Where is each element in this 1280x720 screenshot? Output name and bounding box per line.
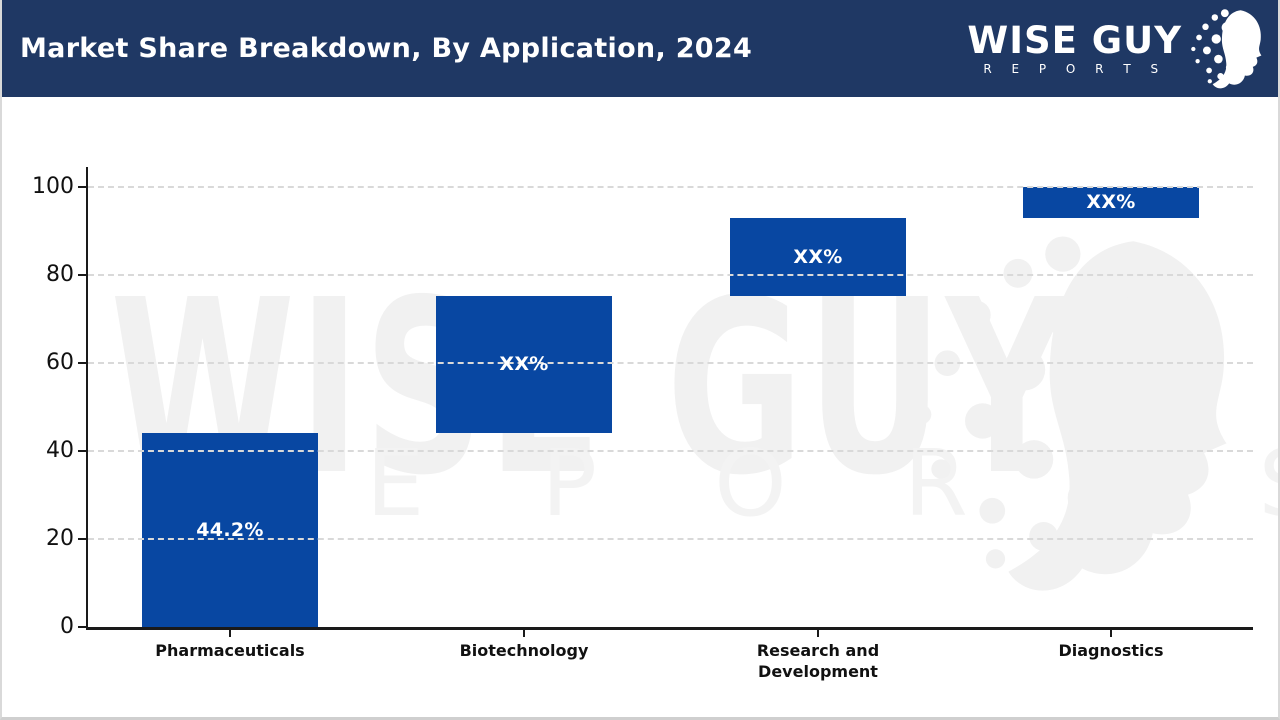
bar-value-label: XX% (1086, 191, 1136, 214)
x-tick-label-0: Pharmaceuticals (155, 641, 305, 660)
gridline-y-20 (88, 538, 1253, 540)
x-axis-line (86, 627, 1253, 630)
bar-value-label: 44.2% (196, 518, 264, 541)
x-tick-mark-0 (229, 629, 231, 637)
bar-pharmaceuticals (142, 432, 318, 627)
bar-diagnostics (1023, 187, 1199, 218)
y-tick-label-0: 0 (60, 614, 74, 639)
y-tick-label-80: 80 (46, 262, 74, 287)
y-tick-mark-20 (78, 538, 87, 540)
wise-guy-logo: WISE GUY R E P O R T S (967, 6, 1270, 92)
y-axis-line (86, 167, 88, 629)
y-tick-label-60: 60 (46, 350, 74, 375)
chart-area: WISE GUY R E P O R T S 0 20 40 60 80 100 44.2%… (0, 97, 1280, 720)
chart-title: Market Share Breakdown, By Application, … (20, 33, 753, 64)
logo-subtext: R E P O R T S (983, 61, 1167, 76)
logo-text: WISE GUY R E P O R T S (967, 19, 1182, 76)
gridline-y-40 (88, 450, 1253, 452)
x-tick-mark-3 (1110, 629, 1112, 637)
x-tick-label-1: Biotechnology (459, 641, 589, 660)
logo-wordmark: WISE GUY (967, 19, 1182, 63)
y-tick-mark-80 (78, 274, 87, 276)
gridline-y-80 (88, 274, 1253, 276)
x-tick-label-3: Diagnostics (1058, 641, 1164, 660)
x-tick-mark-1 (523, 629, 525, 637)
x-tick-label-2: Research and Development (756, 641, 880, 681)
y-tick-mark-40 (78, 450, 87, 452)
y-tick-mark-100 (78, 186, 87, 188)
gridline-y-60 (88, 362, 1253, 364)
y-tick-mark-60 (78, 362, 87, 364)
bar-value-label: XX% (793, 245, 843, 268)
y-tick-label-20: 20 (46, 526, 74, 551)
y-tick-label-40: 40 (46, 438, 74, 463)
x-tick-mark-2 (817, 629, 819, 637)
gridline-y-100 (88, 186, 1253, 188)
header-bar: Market Share Breakdown, By Application, … (0, 0, 1280, 97)
bar-research-and-development (730, 217, 906, 297)
bar-value-label: XX% (499, 353, 549, 376)
y-tick-mark-0 (78, 626, 87, 628)
bar-biotechnology (436, 296, 612, 433)
watermark-head-icon (912, 236, 1227, 591)
y-tick-label-100: 100 (32, 174, 74, 199)
wise-guy-head-icon (1191, 9, 1262, 89)
